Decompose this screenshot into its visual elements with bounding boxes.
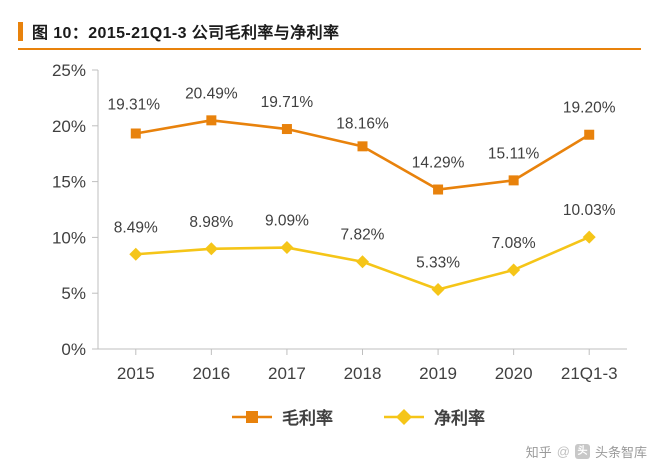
data-point-marker <box>357 141 368 152</box>
data-point-marker <box>584 129 595 140</box>
data-point-marker <box>431 283 445 297</box>
data-point-label: 15.11% <box>488 145 540 162</box>
chart-svg: 0% 5% 10% 15% 20% 25% 2015 2016 2017 2018 2019 2020… <box>52 61 627 428</box>
data-point-marker <box>433 184 444 195</box>
x-axis-tick-label: 2016 <box>192 364 230 383</box>
data-point-label: 7.08% <box>492 235 536 252</box>
data-point-marker <box>356 255 369 269</box>
x-axis-tick-label: 2017 <box>268 364 306 383</box>
data-point-marker <box>280 241 294 255</box>
page-title: 图 10：2015-21Q1-3 公司毛利率与净利率 <box>32 25 340 42</box>
data-point-label: 19.31% <box>107 97 160 114</box>
legend-label-净利率: 净利率 <box>434 408 485 428</box>
data-point-marker <box>204 242 218 256</box>
x-axis-tick-label: 2020 <box>495 364 533 383</box>
data-point-marker <box>508 175 519 186</box>
data-point-label: 19.71% <box>261 94 314 111</box>
data-point-label: 7.82% <box>341 227 385 244</box>
x-axis-tick-label: 21Q1-3 <box>561 364 618 383</box>
legend-marker-diamond <box>396 409 412 425</box>
y-axis-tick-label: 25% <box>52 61 86 80</box>
data-point-label: 18.16% <box>336 115 389 132</box>
data-point-label: 10.03% <box>563 202 616 219</box>
data-point-marker <box>281 124 292 135</box>
x-axis-tick-label: 2019 <box>419 364 457 383</box>
watermark: 知乎 @ 头 头条智库 <box>526 442 647 461</box>
watermark-logo-icon: 头 <box>574 444 590 459</box>
watermark-separator: @ <box>556 444 570 459</box>
title-accent-bar <box>18 21 23 41</box>
watermark-left-label: 知乎 <box>525 445 552 460</box>
y-axis-tick-label: 0% <box>61 340 86 359</box>
data-point-label: 14.29% <box>412 155 465 172</box>
y-axis-tick-label: 5% <box>61 284 86 303</box>
data-point-label: 9.09% <box>265 213 309 230</box>
data-point-label: 19.20% <box>563 100 616 117</box>
y-axis-tick-label: 10% <box>52 228 86 247</box>
x-axis-tick-label: 2018 <box>344 364 382 383</box>
data-point-marker <box>130 128 141 139</box>
x-axis-tick-label: 2015 <box>117 364 155 383</box>
y-axis-tick-label: 20% <box>52 117 86 136</box>
data-point-label: 20.49% <box>185 85 238 102</box>
data-point-label: 8.49% <box>114 219 158 236</box>
chart-plot-area: 0% 5% 10% 15% 20% 25% 2015 2016 2017 2018 2019 2020… <box>0 52 659 469</box>
data-point-label: 5.33% <box>416 255 460 272</box>
chart-title-bar: 图 10：2015-21Q1-3 公司毛利率与净利率 <box>18 14 641 50</box>
y-axis-tick-label: 15% <box>52 173 86 192</box>
data-point-marker <box>206 115 217 126</box>
data-point-label: 8.98% <box>189 214 233 231</box>
watermark-right-label: 头条智库 <box>594 445 647 460</box>
legend-label-毛利率: 毛利率 <box>282 408 333 428</box>
data-point-marker <box>582 230 596 244</box>
legend-marker-square <box>246 411 258 423</box>
data-point-marker <box>507 263 521 277</box>
data-point-marker <box>129 247 143 261</box>
